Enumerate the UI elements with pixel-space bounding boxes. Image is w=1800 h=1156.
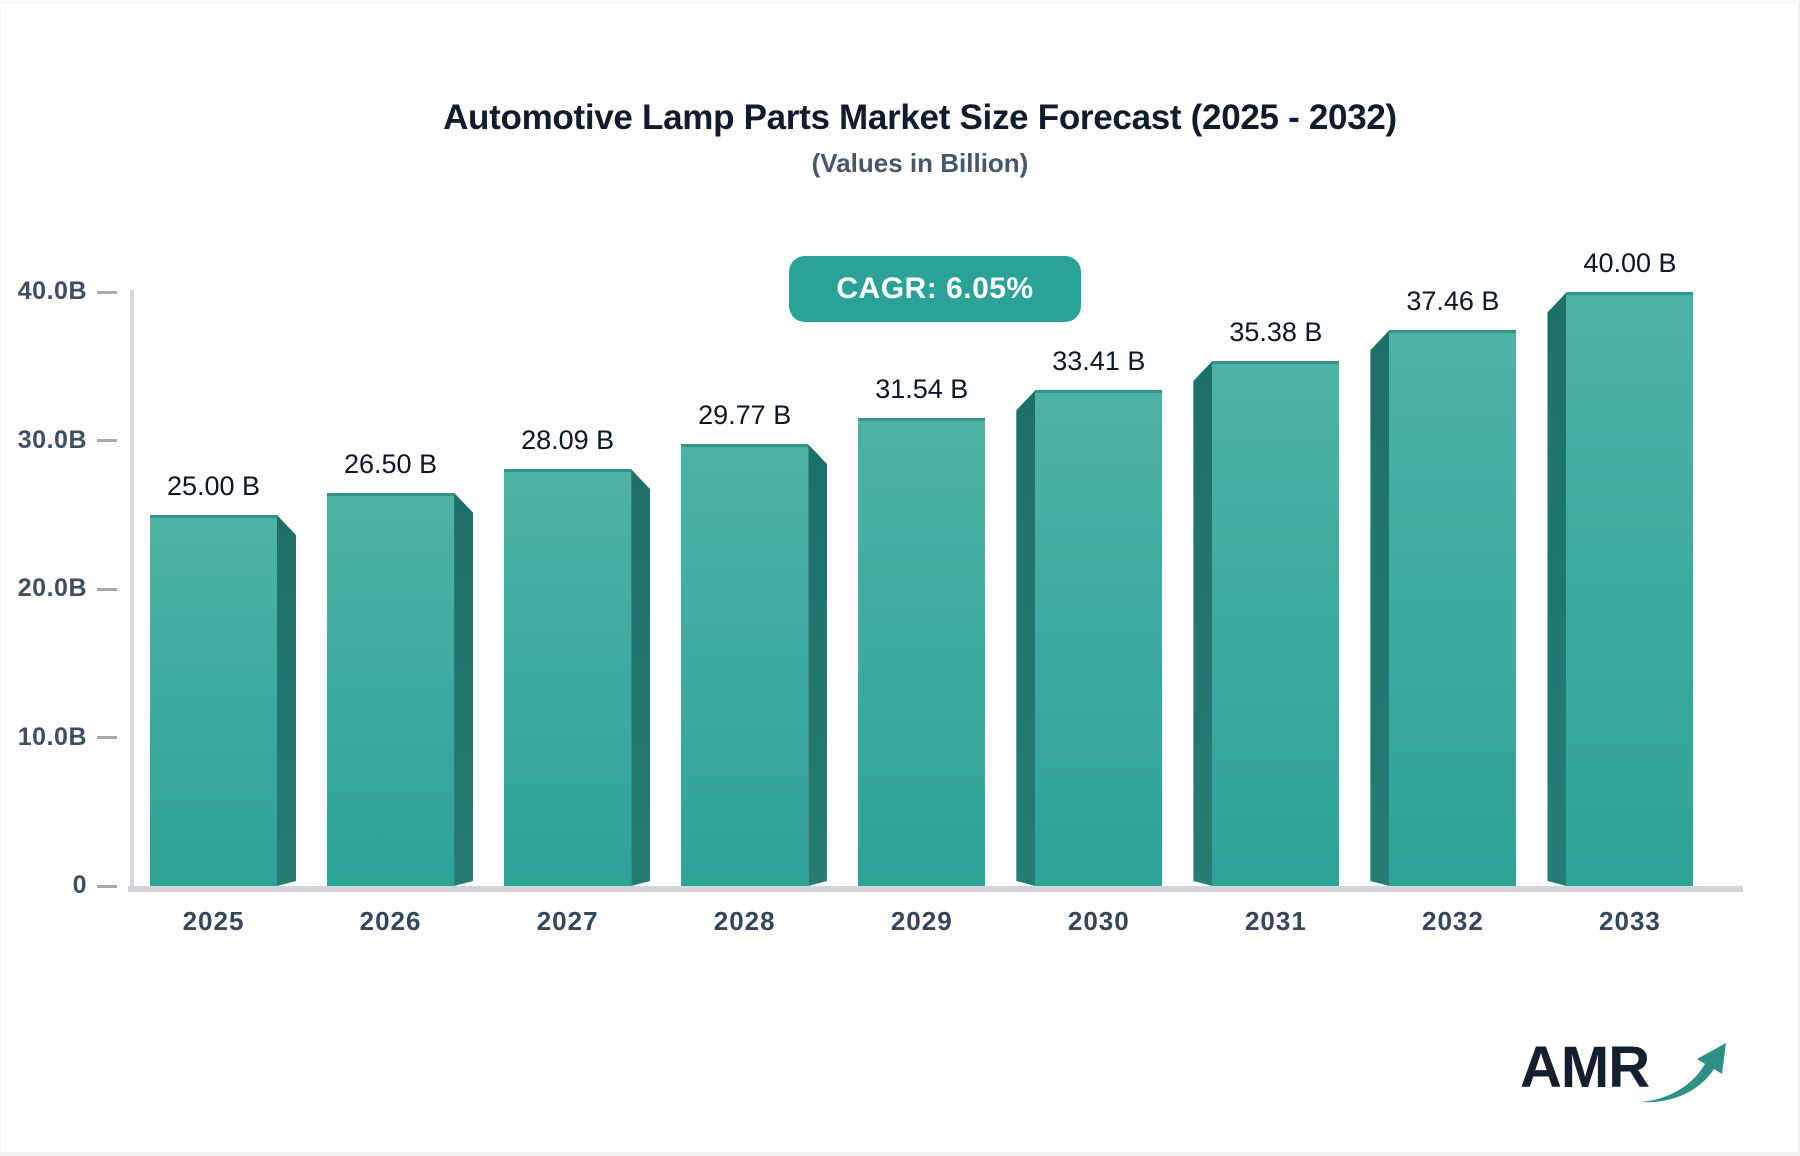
bar-value-label: 28.09 B	[521, 425, 615, 456]
amr-logo-text: AMR	[1520, 1035, 1650, 1100]
chart-subtitle: (Values in Billion)	[811, 148, 1029, 178]
y-axis-tick-label: 30.0B	[17, 425, 87, 454]
x-axis-label-2033: 2033	[1599, 906, 1661, 936]
bar-value-label: 37.46 B	[1406, 286, 1500, 317]
bar-3d-side	[808, 444, 827, 886]
y-axis-tick	[97, 884, 117, 888]
bar-3d-side	[454, 493, 473, 886]
growth-arrow-icon	[1640, 1043, 1726, 1103]
y-axis-tick	[97, 290, 117, 294]
bar-value-label: 26.50 B	[344, 448, 438, 479]
y-axis-tick	[97, 736, 117, 740]
x-axis-label-2026: 2026	[359, 906, 422, 936]
bar-3d-side	[277, 515, 296, 886]
bar-2028[interactable]	[681, 444, 809, 886]
bar-value-label: 25.00 B	[166, 471, 261, 501]
amr-logo: AMR	[1520, 1028, 1760, 1120]
x-axis-label-2031: 2031	[1244, 906, 1307, 936]
chart-title: Automotive Lamp Parts Market Size Foreca…	[443, 98, 1397, 137]
bar-2032[interactable]	[1389, 330, 1517, 886]
x-axis-label-2027: 2027	[536, 906, 599, 936]
x-axis-label-2029: 2029	[890, 906, 953, 936]
bar-value-label: 35.38 B	[1229, 316, 1323, 347]
bar-value-label: 33.41 B	[1052, 346, 1146, 377]
y-axis-tick-label: 0	[72, 871, 87, 899]
y-axis-tick-label: 40.0B	[17, 277, 87, 306]
y-axis-tick	[97, 587, 117, 591]
x-axis-label-2025: 2025	[182, 906, 245, 936]
bar-2027[interactable]	[504, 469, 632, 886]
bar-2033[interactable]	[1566, 292, 1694, 886]
bar-3d-side	[1193, 361, 1212, 886]
y-axis-tick-label: 10.0B	[17, 722, 87, 751]
bar-2031[interactable]	[1212, 360, 1340, 886]
bar-3d-side	[631, 469, 650, 886]
bar-value-label: 40.00 B	[1583, 248, 1677, 279]
bar-3d-side	[1016, 390, 1035, 886]
bar-2026[interactable]	[327, 492, 455, 886]
y-axis-tick	[97, 439, 117, 443]
bar-2029[interactable]	[858, 417, 986, 886]
y-axis-tick-label: 20.0B	[17, 574, 87, 603]
bar-value-label: 31.54 B	[875, 373, 969, 404]
x-axis-label-2028: 2028	[713, 906, 776, 936]
x-axis-label-2032: 2032	[1421, 906, 1484, 936]
x-axis-label-2030: 2030	[1067, 906, 1130, 936]
y-axis-line	[130, 290, 134, 888]
bar-3d-side	[1370, 330, 1389, 886]
cagr-badge: CAGR: 6.05%	[789, 256, 1081, 322]
x-axis-baseline	[128, 886, 1743, 892]
bar-value-label: 29.77 B	[698, 400, 792, 431]
bar-2025[interactable]	[150, 515, 277, 886]
bar-2030[interactable]	[1035, 390, 1163, 886]
bar-3d-side	[1547, 292, 1566, 886]
